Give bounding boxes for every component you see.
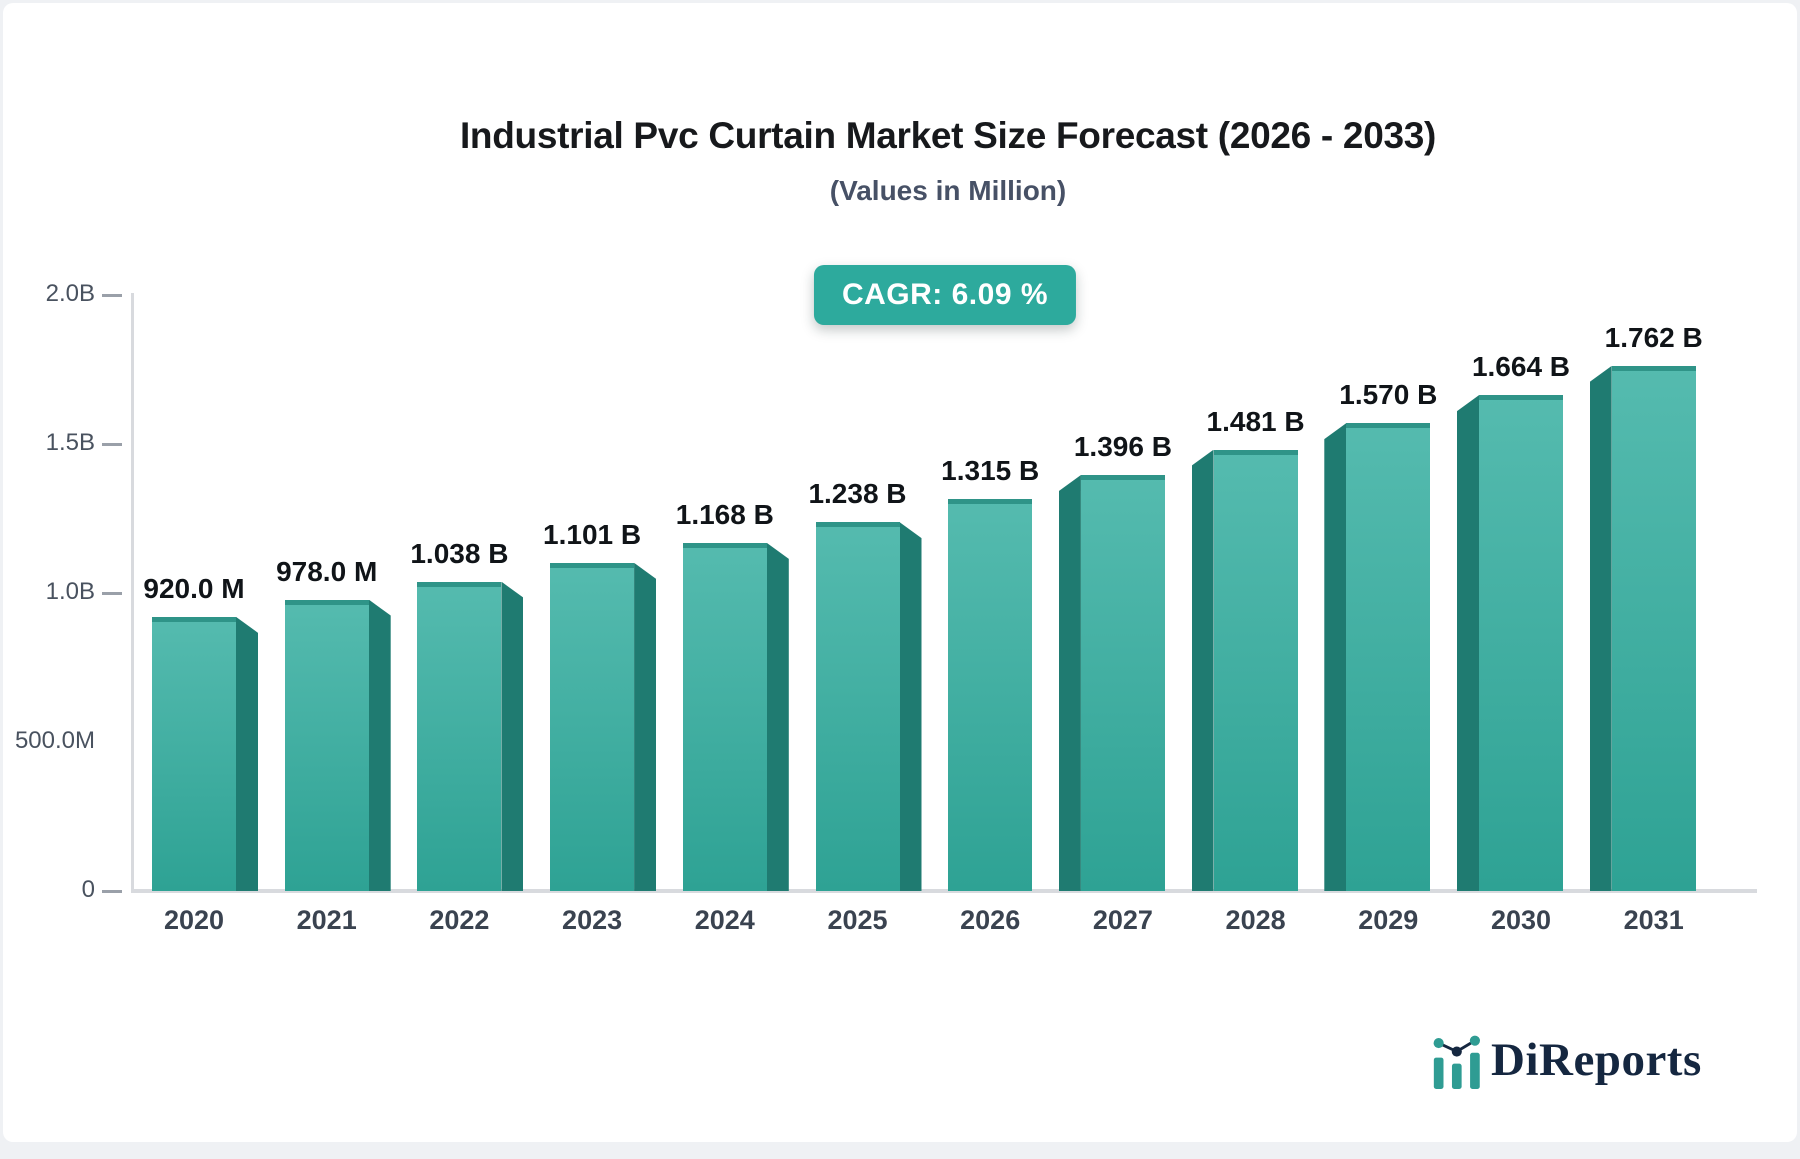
- brand-name: DiReports: [1491, 1034, 1702, 1086]
- bar-value-label: 1.101 B: [543, 518, 642, 550]
- bar-side-face: [236, 616, 258, 891]
- x-axis-label-2025: 2025: [827, 905, 888, 935]
- bar-top-edge: [682, 542, 767, 548]
- bar-top-edge: [1213, 449, 1298, 455]
- bar-2021: [284, 599, 369, 891]
- bar-2028: [1213, 449, 1298, 891]
- bar-value-label: 1.664 B: [1471, 351, 1571, 383]
- y-axis-tick-label: 2.0B: [45, 280, 95, 307]
- y-axis-tick-label: 1.5B: [45, 429, 95, 456]
- bar-side-face: [1589, 365, 1612, 891]
- x-axis-label-2028: 2028: [1225, 905, 1286, 935]
- bar-value-label: 1.762 B: [1604, 321, 1703, 353]
- y-axis-tick-mark: [102, 890, 122, 893]
- bar-top-edge: [948, 499, 1033, 505]
- y-axis-line: [131, 293, 134, 891]
- chart-title: Industrial Pvc Curtain Market Size Forec…: [459, 115, 1437, 156]
- x-axis-label-2020: 2020: [163, 905, 225, 935]
- bar-top-edge: [284, 599, 369, 605]
- y-axis-tick-mark: [102, 592, 122, 595]
- bar-value-label: 978.0 M: [276, 555, 378, 587]
- bar-value-label: 1.396 B: [1073, 430, 1172, 462]
- bar-top-edge: [1346, 423, 1431, 429]
- bar-side-face: [1058, 474, 1081, 891]
- bar-2022: [417, 581, 502, 891]
- bar-side-face: [1191, 449, 1214, 891]
- y-axis-tick-mark: [102, 443, 122, 446]
- bar-side-face: [501, 581, 524, 891]
- bar-value-label: 1.481 B: [1206, 405, 1305, 437]
- bar-2030: [1479, 395, 1563, 891]
- bar-chart-logo-icon: [1433, 1035, 1480, 1089]
- bar-top-edge: [550, 562, 635, 568]
- cagr-badge: CAGR: 6.09 %: [813, 265, 1077, 325]
- bar-top-edge: [1479, 395, 1563, 401]
- bar-2027: [1080, 474, 1165, 891]
- y-axis-tick-label: 0: [81, 876, 95, 903]
- bar-side-face: [899, 522, 922, 891]
- chart-card: Industrial Pvc Curtain Market Size Forec…: [3, 3, 1797, 1142]
- bar-value-label: 1.570 B: [1339, 379, 1438, 411]
- bar-top-edge: [815, 522, 900, 528]
- x-axis-label-2031: 2031: [1623, 905, 1684, 935]
- bar-side-face: [766, 542, 789, 891]
- bar-top-edge: [152, 616, 236, 622]
- y-axis-tick-label: 500.0M: [14, 727, 95, 754]
- bar-chart-plot: 2.0B 1.5B 1.0B 500.0M 0 920.0 M 2020 978.0 M 202…: [3, 3, 1800, 1159]
- bar-2025: [815, 522, 900, 891]
- x-axis-label-2027: 2027: [1092, 905, 1153, 935]
- x-axis-label-2029: 2029: [1358, 905, 1419, 935]
- bar-side-face: [634, 562, 657, 891]
- x-axis-label-2026: 2026: [960, 905, 1021, 935]
- x-axis-label-2030: 2030: [1490, 905, 1552, 935]
- bar-side-face: [368, 599, 391, 891]
- bar-2029: [1346, 423, 1431, 891]
- bar-2024: [682, 542, 767, 891]
- bar-side-face: [1324, 423, 1347, 891]
- chart-subtitle: (Values in Million): [829, 175, 1067, 206]
- y-axis-tick-mark: [102, 294, 122, 297]
- bar-value-label: 1.168 B: [675, 498, 774, 530]
- brand-logo: DiReports: [1431, 1031, 1702, 1089]
- bar-top-edge: [1611, 365, 1696, 371]
- x-axis-label-2024: 2024: [694, 905, 755, 935]
- bar-2020: [152, 616, 236, 891]
- bar-top-edge: [1080, 474, 1165, 480]
- x-axis-label-2021: 2021: [296, 905, 357, 935]
- bar-value-label: 1.238 B: [808, 478, 907, 510]
- bar-2023: [550, 562, 635, 891]
- bar-2031: [1611, 365, 1696, 891]
- bar-side-face: [1457, 395, 1479, 891]
- x-axis-label-2022: 2022: [429, 905, 490, 935]
- bar-value-label: 920.0 M: [143, 572, 245, 604]
- bar-value-label: 1.315 B: [941, 455, 1040, 487]
- x-axis-label-2023: 2023: [562, 905, 623, 935]
- bar-top-edge: [417, 581, 502, 587]
- x-axis-line: [131, 889, 1757, 893]
- bar-2026: [948, 499, 1033, 891]
- y-axis-tick-label: 1.0B: [45, 578, 95, 605]
- bar-value-label: 1.038 B: [410, 537, 509, 569]
